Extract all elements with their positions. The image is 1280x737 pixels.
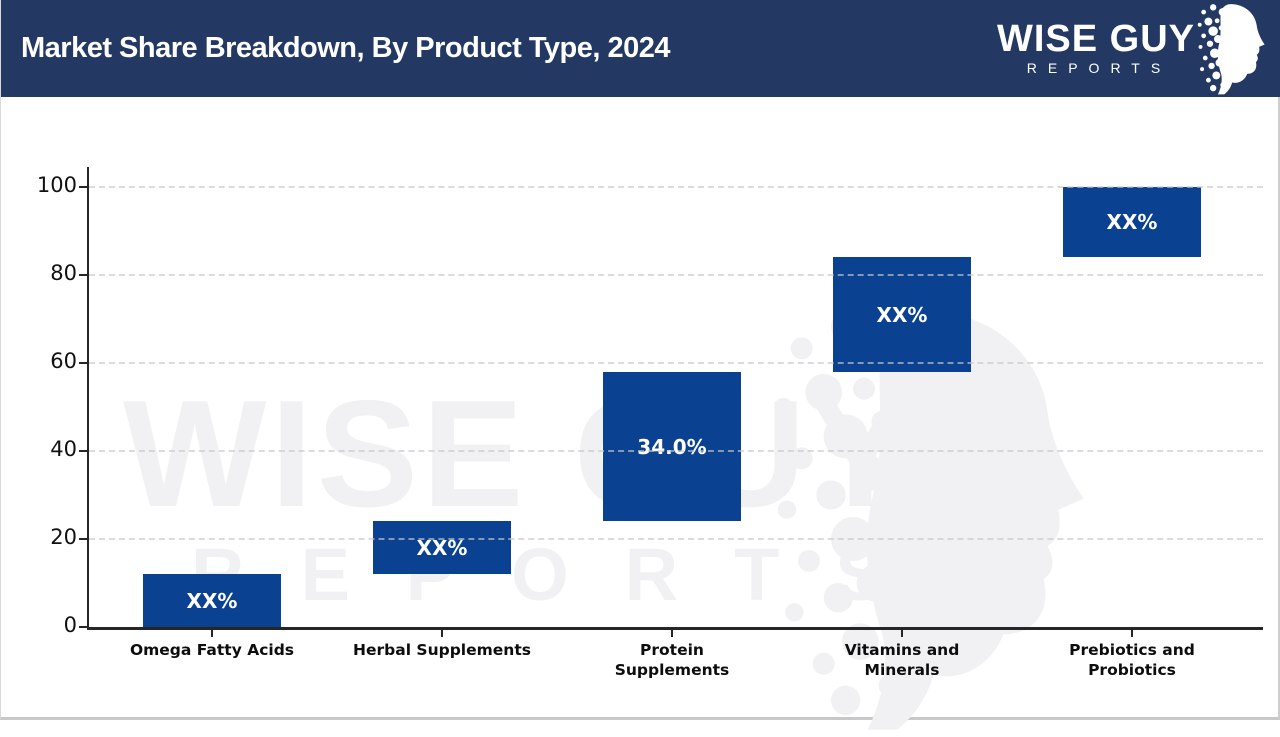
y-tick-label-0: 0 — [63, 613, 77, 637]
y-tick-mark-80 — [79, 274, 87, 276]
logo-subtext: REPORTS — [1026, 59, 1172, 76]
gridline-20 — [89, 538, 1263, 540]
x-tick-mark-prebiotics-and-probiotics — [1131, 630, 1133, 637]
gridline-40 — [89, 450, 1263, 452]
bar-vitamins-and-minerals: XX% — [833, 257, 971, 372]
x-category-label-vitamins-and-minerals: Vitamins and Minerals — [844, 641, 960, 679]
x-category-label-prebiotics-and-probiotics: Prebiotics and Probiotics — [1069, 641, 1195, 679]
y-tick-mark-40 — [79, 450, 87, 452]
bar-value-label-vitamins-and-minerals: XX% — [876, 302, 928, 327]
x-tick-mark-omega-fatty-acids — [211, 630, 213, 637]
bar-protein-supplements: 34.0% — [603, 371, 741, 522]
y-tick-mark-0 — [79, 626, 87, 628]
page-title: Market Share Breakdown, By Product Type,… — [21, 32, 671, 64]
x-axis-line — [87, 627, 1263, 630]
logo-text: WISE GUY REPORTS — [997, 20, 1195, 78]
bar-omega-fatty-acids: XX% — [143, 574, 281, 627]
x-tick-mark-protein-supplements — [671, 630, 673, 637]
y-tick-label-100: 100 — [36, 173, 77, 197]
logo-head-icon — [1197, 4, 1265, 95]
y-tick-label-80: 80 — [50, 261, 77, 285]
gridline-60 — [89, 362, 1263, 364]
y-axis-line — [87, 167, 89, 630]
logo-wordmark: WISE GUY — [996, 17, 1195, 60]
bar-value-label-protein-supplements: 34.0% — [637, 434, 707, 459]
y-tick-label-40: 40 — [50, 437, 77, 461]
x-tick-mark-vitamins-and-minerals — [901, 630, 903, 637]
y-tick-mark-60 — [79, 362, 87, 364]
watermark-subtext: REPORTS — [191, 533, 941, 616]
gridline-100 — [89, 186, 1263, 188]
x-category-label-protein-supplements: Protein Supplements — [614, 641, 730, 679]
gridline-80 — [89, 274, 1263, 276]
y-tick-mark-100 — [79, 186, 87, 188]
y-tick-label-20: 20 — [50, 525, 77, 549]
bar-herbal-supplements: XX% — [373, 521, 511, 575]
bar-prebiotics-and-probiotics: XX% — [1063, 187, 1201, 258]
waterfall-chart: WISE GUY REPORTS 0 20 40 60 80 100 XX% Omega Fa… — [1, 97, 1278, 730]
y-tick-mark-20 — [79, 538, 87, 540]
bar-value-label-prebiotics-and-probiotics: XX% — [1106, 210, 1158, 235]
x-category-label-omega-fatty-acids: Omega Fatty Acids — [129, 641, 295, 659]
bar-value-label-omega-fatty-acids: XX% — [186, 588, 238, 613]
header-bar: Market Share Breakdown, By Product Type,… — [1, 0, 1280, 97]
wise-guy-logo: WISE GUY REPORTS — [997, 1, 1277, 96]
y-tick-label-60: 60 — [50, 349, 77, 373]
x-category-label-herbal-supplements: Herbal Supplements — [353, 641, 531, 659]
x-tick-mark-herbal-supplements — [441, 630, 443, 637]
